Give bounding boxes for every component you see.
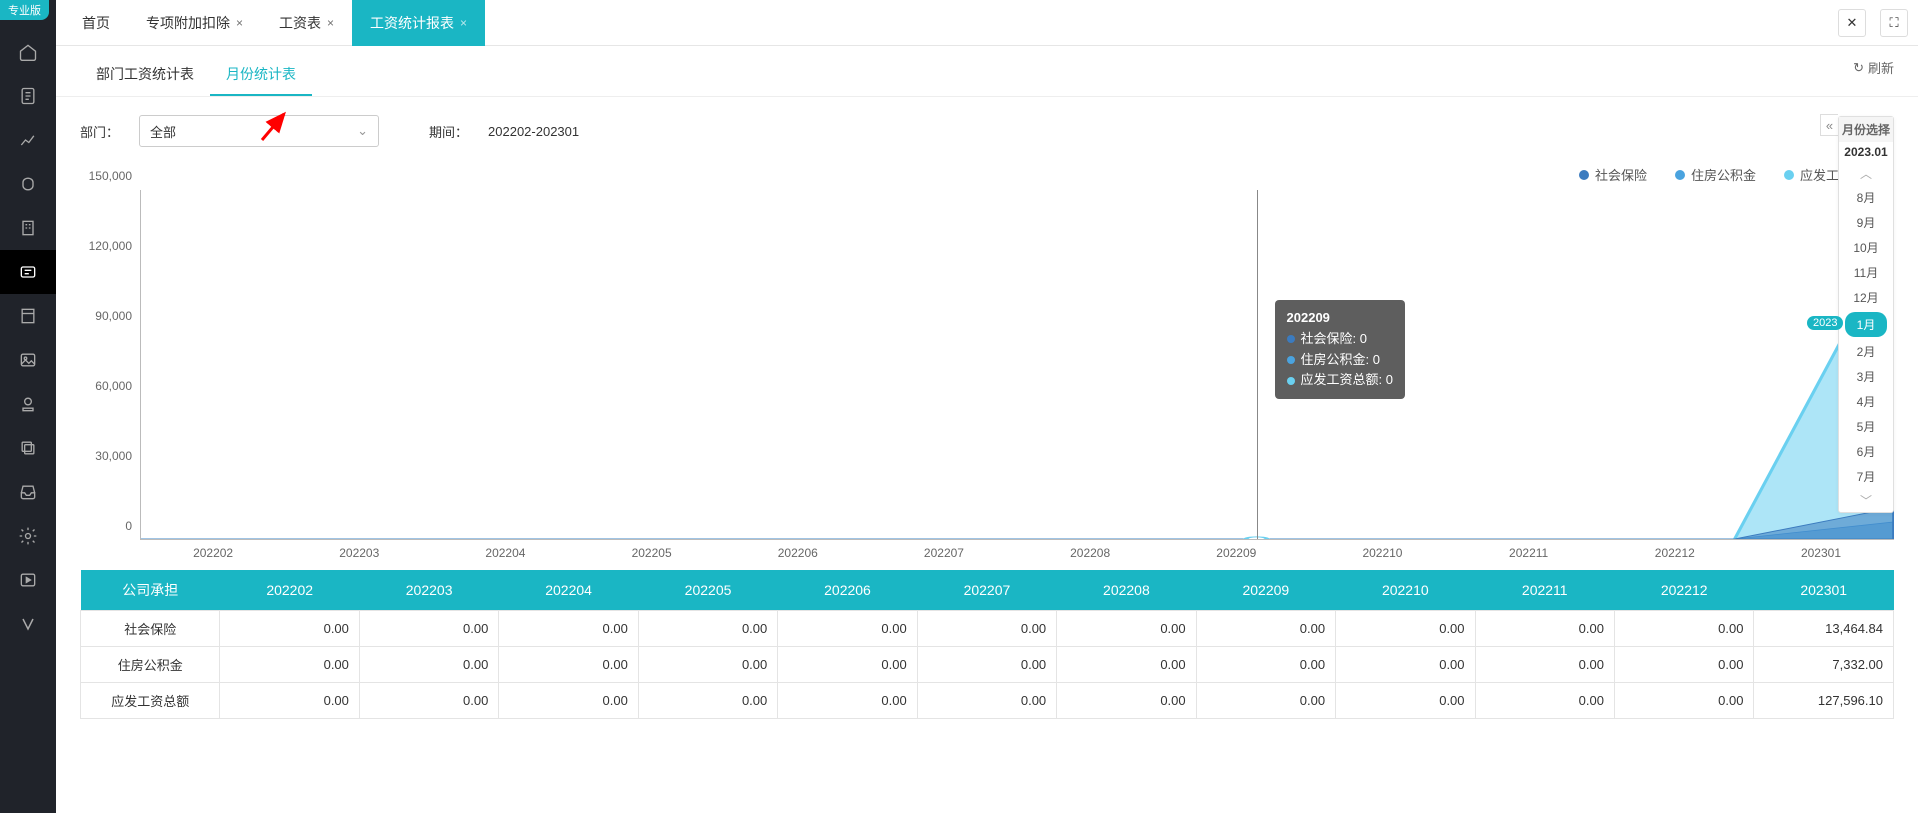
- table-header: 202203: [359, 570, 498, 611]
- month-item[interactable]: 4月: [1839, 389, 1893, 414]
- x-tick-label: 202208: [1017, 540, 1163, 560]
- sidebar-copy-icon[interactable]: [0, 426, 56, 470]
- sidebar-template-icon[interactable]: [0, 294, 56, 338]
- month-item[interactable]: 12月: [1839, 285, 1893, 310]
- chart-legend: 社会保险住房公积金应发工资总额: [80, 159, 1894, 190]
- sidebar-payroll-icon[interactable]: [0, 250, 56, 294]
- month-item[interactable]: 9月: [1839, 210, 1893, 235]
- period-value: 202202-202301: [488, 124, 579, 139]
- table-row: 住房公积金0.000.000.000.000.000.000.000.000.0…: [81, 647, 1894, 683]
- data-table-wrap: 公司承担202202202203202204202205202206202207…: [56, 570, 1918, 719]
- legend-item[interactable]: 住房公积金: [1675, 165, 1756, 184]
- month-panel-collapse[interactable]: «: [1820, 114, 1838, 136]
- filter-bar: 部门： 全部 ⌄ 期间： 202202-202301: [56, 97, 1918, 159]
- table-header: 202212: [1614, 570, 1753, 611]
- legend-item[interactable]: 社会保险: [1579, 165, 1647, 184]
- pro-badge: 专业版: [0, 0, 49, 20]
- month-item[interactable]: 11月: [1839, 260, 1893, 285]
- x-axis: 2022022022032022042022052022062022072022…: [140, 540, 1894, 560]
- chevron-down-icon: ⌄: [357, 123, 368, 139]
- sidebar-play-icon[interactable]: [0, 558, 56, 602]
- table-header: 202207: [917, 570, 1056, 611]
- x-tick-label: 202207: [871, 540, 1017, 560]
- y-axis: 030,00060,00090,000120,000150,000: [80, 190, 140, 540]
- sidebar-inbox-icon[interactable]: [0, 470, 56, 514]
- x-tick-label: 202211: [1456, 540, 1602, 560]
- chart-tooltip: 202209社会保险: 0住房公积金: 0应发工资总额: 0: [1275, 300, 1405, 399]
- table-header: 202202: [220, 570, 359, 611]
- tab-bar: 首页 专项附加扣除× 工资表× 工资统计报表× ✕ ⛶: [56, 0, 1918, 46]
- period-label: 期间：: [429, 122, 468, 141]
- table-header: 202211: [1475, 570, 1614, 611]
- month-picker-title: 月份选择: [1839, 117, 1893, 142]
- close-icon[interactable]: ×: [236, 16, 243, 30]
- data-table: 公司承担202202202203202204202205202206202207…: [80, 570, 1894, 719]
- subtab-monthly[interactable]: 月份统计表: [210, 56, 312, 96]
- month-item[interactable]: 10月: [1839, 235, 1893, 260]
- month-item[interactable]: 1月2023: [1845, 312, 1887, 337]
- sidebar-v-icon[interactable]: [0, 602, 56, 646]
- month-item[interactable]: 3月: [1839, 364, 1893, 389]
- chart-area: 社会保险住房公积金应发工资总额 030,00060,00090,000120,0…: [56, 159, 1918, 570]
- x-tick-label: 202203: [286, 540, 432, 560]
- close-icon[interactable]: ×: [327, 16, 334, 30]
- sidebar-doc-icon[interactable]: [0, 74, 56, 118]
- table-header: 202206: [778, 570, 917, 611]
- table-header: 202209: [1196, 570, 1335, 611]
- refresh-button[interactable]: ↻ 刷新: [1853, 58, 1894, 77]
- x-tick-label: 202210: [1309, 540, 1455, 560]
- month-picker-current: 2023.01: [1839, 142, 1893, 162]
- refresh-icon: ↻: [1853, 60, 1864, 76]
- x-tick-label: 202209: [1163, 540, 1309, 560]
- close-all-button[interactable]: ✕: [1838, 9, 1866, 37]
- month-item[interactable]: 2月: [1839, 339, 1893, 364]
- x-tick-label: 202204: [432, 540, 578, 560]
- x-tick-label: 202301: [1748, 540, 1894, 560]
- table-row: 社会保险0.000.000.000.000.000.000.000.000.00…: [81, 611, 1894, 647]
- sidebar-home-icon[interactable]: [0, 30, 56, 74]
- sidebar-stamp-icon[interactable]: [0, 382, 56, 426]
- dept-select[interactable]: 全部 ⌄: [139, 115, 379, 147]
- table-header: 202204: [499, 570, 638, 611]
- year-badge: 2023: [1807, 316, 1843, 330]
- month-up-icon[interactable]: ︿: [1839, 162, 1893, 185]
- table-header: 202301: [1754, 570, 1894, 611]
- dept-label: 部门：: [80, 122, 119, 141]
- sub-tab-bar: 部门工资统计表 月份统计表 ↻ 刷新: [56, 46, 1918, 97]
- table-header: 202208: [1057, 570, 1196, 611]
- month-item[interactable]: 7月: [1839, 464, 1893, 489]
- month-item[interactable]: 5月: [1839, 414, 1893, 439]
- sidebar-image-icon[interactable]: [0, 338, 56, 382]
- x-tick-label: 202206: [725, 540, 871, 560]
- table-header: 202210: [1336, 570, 1475, 611]
- sidebar-gear-icon[interactable]: [0, 514, 56, 558]
- table-row: 应发工资总额0.000.000.000.000.000.000.000.000.…: [81, 683, 1894, 719]
- month-down-icon[interactable]: ﹀: [1839, 489, 1893, 512]
- x-tick-label: 202202: [140, 540, 286, 560]
- sidebar-chart-icon[interactable]: [0, 118, 56, 162]
- month-picker-panel: 月份选择 2023.01 ︿ 8月9月10月11月12月1月20232月3月4月…: [1838, 116, 1894, 513]
- tab-payroll[interactable]: 工资表×: [261, 0, 352, 46]
- tab-special-deduction[interactable]: 专项附加扣除×: [128, 0, 261, 46]
- table-header: 202205: [638, 570, 777, 611]
- x-tick-label: 202212: [1602, 540, 1748, 560]
- sidebar: [0, 0, 56, 813]
- tab-home[interactable]: 首页: [64, 0, 128, 46]
- month-item[interactable]: 8月: [1839, 185, 1893, 210]
- sidebar-money-icon[interactable]: [0, 162, 56, 206]
- tab-payroll-report[interactable]: 工资统计报表×: [352, 0, 485, 46]
- close-icon[interactable]: ×: [460, 16, 467, 30]
- x-tick-label: 202205: [579, 540, 725, 560]
- table-header-first: 公司承担: [81, 570, 220, 611]
- chart-plot[interactable]: 202209社会保险: 0住房公积金: 0应发工资总额: 0: [140, 190, 1894, 540]
- sidebar-building-icon[interactable]: [0, 206, 56, 250]
- month-item[interactable]: 6月: [1839, 439, 1893, 464]
- subtab-department[interactable]: 部门工资统计表: [80, 56, 210, 96]
- fullscreen-button[interactable]: ⛶: [1880, 9, 1908, 37]
